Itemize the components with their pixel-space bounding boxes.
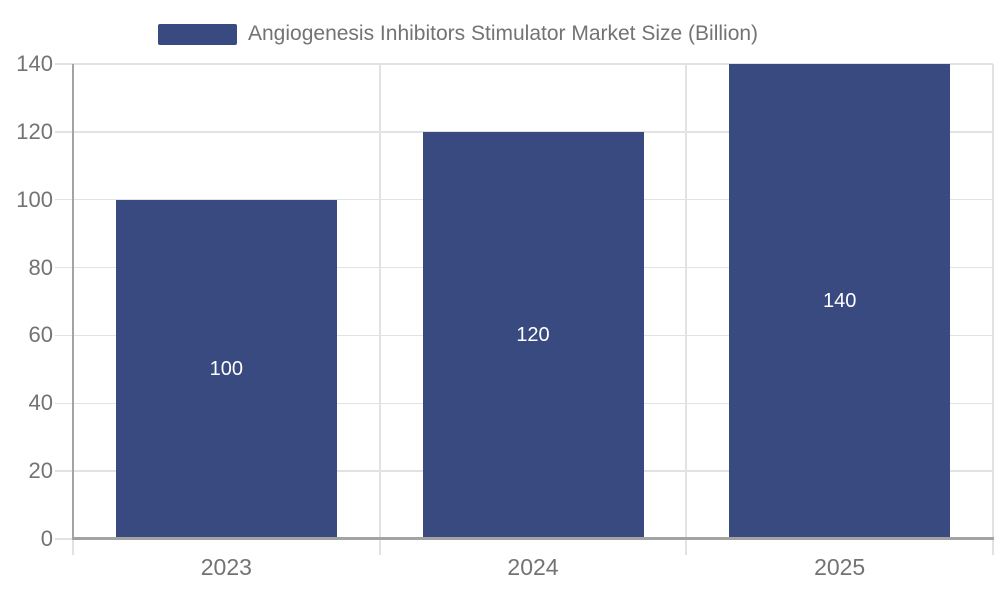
y-axis-tick-label: 60 xyxy=(28,322,53,348)
legend-swatch-icon xyxy=(158,23,237,45)
x-axis-line xyxy=(72,537,994,540)
y-axis-tick-label: 20 xyxy=(28,458,53,484)
bar-2024: 120 xyxy=(422,131,644,539)
x-axis-tick-label: 2024 xyxy=(507,554,559,580)
x-axis-tick-label: 2025 xyxy=(814,554,866,580)
legend[interactable]: Angiogenesis Inhibitors Stimulator Marke… xyxy=(158,22,758,46)
y-axis-tick-label: 100 xyxy=(16,186,53,212)
gridline-x-1 xyxy=(378,64,381,555)
y-axis-tick-label: 80 xyxy=(28,254,53,280)
x-axis-tick-label: 2023 xyxy=(200,554,252,580)
bar-value-label: 140 xyxy=(822,290,857,312)
y-axis-line xyxy=(72,64,74,539)
y-axis-tick-label: 140 xyxy=(16,51,53,76)
y-axis-tick-label: 0 xyxy=(40,526,53,551)
y-axis-tick-label: 40 xyxy=(28,390,53,416)
bar-2023: 100 xyxy=(115,199,337,539)
gridline-y-140 xyxy=(55,63,993,65)
legend-label: Angiogenesis Inhibitors Stimulator Marke… xyxy=(248,22,759,45)
bar-value-label: 120 xyxy=(516,323,550,346)
gridline-x-3 xyxy=(992,64,994,555)
bar-value-label: 100 xyxy=(209,357,244,380)
y-axis-tick-label: 120 xyxy=(16,118,53,144)
bar-2025: 140 xyxy=(729,64,951,539)
gridline-x-2 xyxy=(685,64,688,555)
